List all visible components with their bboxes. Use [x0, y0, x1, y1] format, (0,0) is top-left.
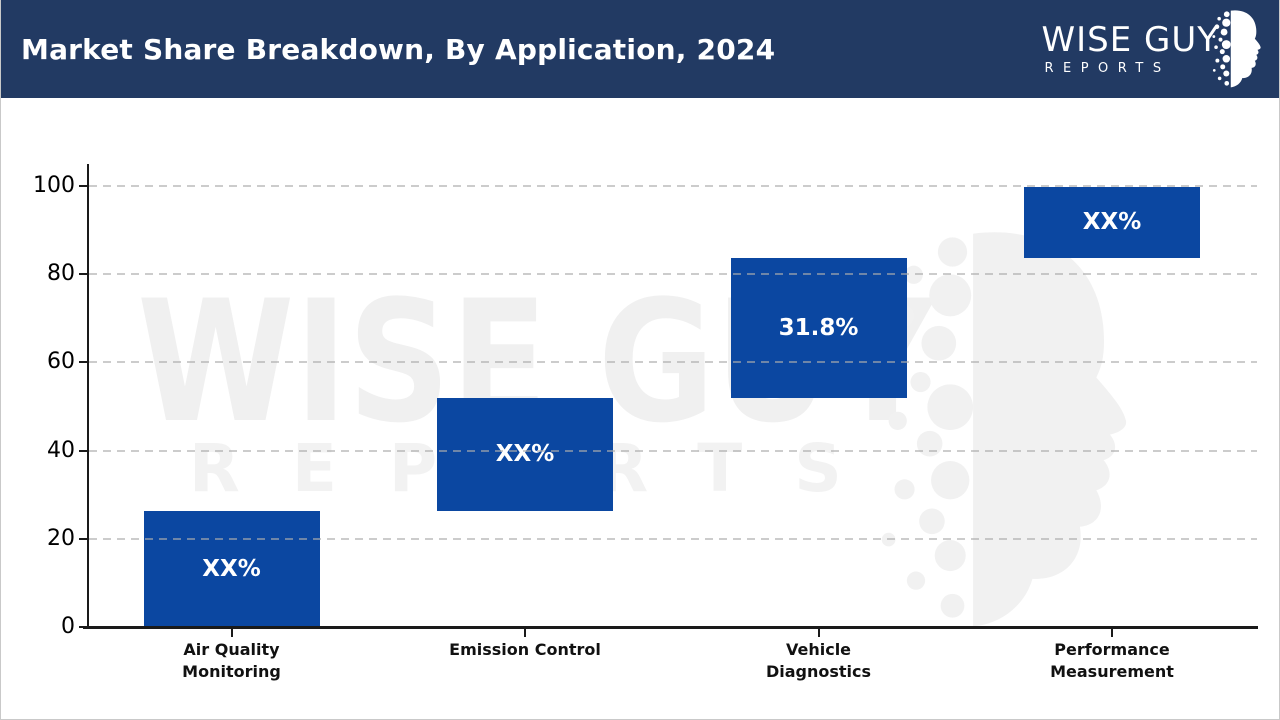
y-tick-mark	[79, 361, 87, 364]
category-label: Air Quality Monitoring	[182, 640, 281, 681]
category-label: Performance Measurement	[1050, 640, 1174, 681]
y-tick-label: 60	[47, 349, 75, 375]
y-tick-label: 100	[33, 173, 75, 198]
gridline	[89, 537, 1257, 540]
y-tick-label: 20	[47, 525, 75, 551]
header-bar: Market Share Breakdown, By Application, …	[1, 0, 1279, 98]
y-tick-label: 80	[47, 261, 75, 287]
logo-subtitle: REPORTS	[1044, 61, 1171, 76]
logo-text: WISE GUY REPORTS	[1041, 23, 1219, 75]
logo-wordmark: WISE GUY	[1041, 20, 1219, 60]
category-label: Emission Control	[449, 640, 601, 659]
bar-segment: XX%	[437, 398, 613, 511]
x-tick-mark	[817, 629, 820, 637]
gridline	[89, 449, 1257, 452]
logo-face-icon	[1209, 8, 1265, 90]
x-tick-mark	[1111, 629, 1113, 637]
x-tick-mark	[524, 629, 526, 637]
gridline	[89, 361, 1257, 364]
y-tick-label: 0	[61, 614, 75, 639]
gridline	[89, 185, 1257, 187]
x-tick-mark	[230, 629, 233, 637]
category-label: Vehicle Diagnostics	[765, 640, 872, 681]
bar-value-label: 31.8%	[778, 314, 859, 341]
y-tick-mark	[79, 273, 87, 276]
bar-segment: XX%	[1024, 186, 1200, 258]
y-axis-line	[87, 164, 89, 629]
bar-value-label: XX%	[1082, 209, 1142, 236]
y-tick-mark	[79, 449, 87, 452]
bar-segment: 31.8%	[730, 257, 907, 399]
page-title: Market Share Breakdown, By Application, …	[21, 32, 776, 66]
y-tick-mark	[79, 185, 87, 187]
y-tick-label: 40	[47, 437, 75, 463]
x-axis-line	[83, 626, 1258, 629]
bar-segment: XX%	[143, 510, 320, 627]
y-tick-mark	[79, 537, 87, 540]
gridline	[89, 273, 1257, 276]
bar-value-label: XX%	[495, 441, 555, 468]
bar-value-label: XX%	[202, 555, 261, 582]
y-tick-mark	[79, 626, 87, 628]
wiseguy-logo: WISE GUY REPORTS	[1041, 8, 1265, 90]
